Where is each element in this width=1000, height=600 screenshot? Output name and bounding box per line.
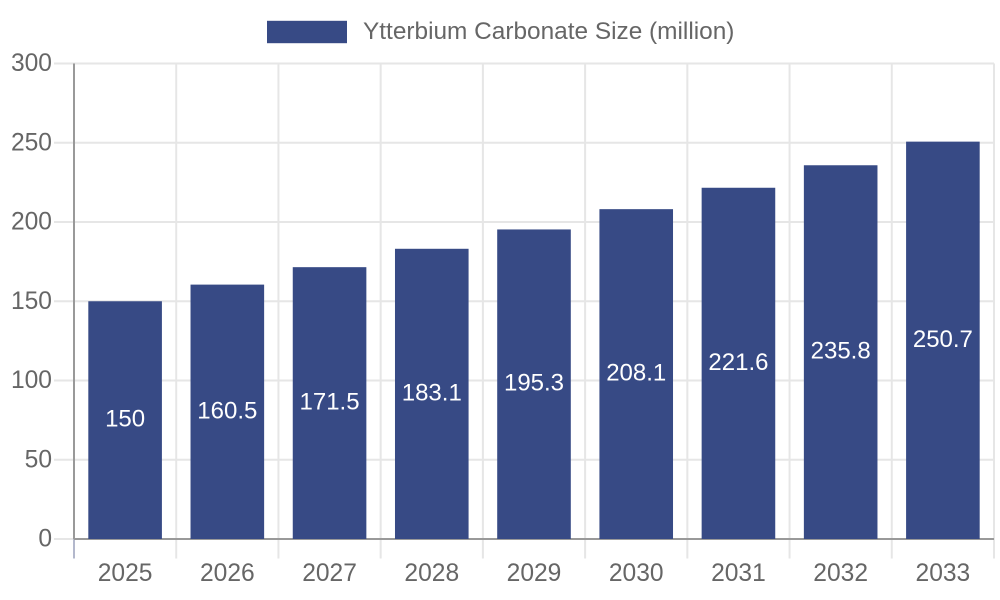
svg-text:2032: 2032 <box>813 560 868 587</box>
svg-text:2026: 2026 <box>200 560 255 587</box>
svg-text:2028: 2028 <box>404 560 459 587</box>
svg-text:250.7: 250.7 <box>913 326 973 353</box>
svg-text:195.3: 195.3 <box>504 370 564 397</box>
svg-text:235.8: 235.8 <box>811 338 871 365</box>
svg-text:300: 300 <box>11 50 52 77</box>
svg-text:208.1: 208.1 <box>606 360 666 387</box>
svg-text:2029: 2029 <box>507 560 562 587</box>
svg-text:150: 150 <box>11 288 52 315</box>
svg-text:2033: 2033 <box>916 560 971 587</box>
svg-text:250: 250 <box>11 129 52 156</box>
svg-text:160.5: 160.5 <box>197 397 257 424</box>
svg-text:0: 0 <box>38 526 52 553</box>
svg-text:171.5: 171.5 <box>300 389 360 416</box>
svg-text:2030: 2030 <box>609 560 664 587</box>
svg-text:Ytterbium Carbonate Size (mill: Ytterbium Carbonate Size (million) <box>363 18 734 45</box>
svg-text:183.1: 183.1 <box>402 379 462 406</box>
svg-text:2025: 2025 <box>98 560 153 587</box>
svg-text:150: 150 <box>105 406 145 433</box>
svg-text:200: 200 <box>11 209 52 236</box>
svg-text:221.6: 221.6 <box>708 349 768 376</box>
svg-text:50: 50 <box>25 446 52 473</box>
svg-text:2031: 2031 <box>711 560 766 587</box>
svg-text:2027: 2027 <box>302 560 357 587</box>
svg-text:100: 100 <box>11 367 52 394</box>
